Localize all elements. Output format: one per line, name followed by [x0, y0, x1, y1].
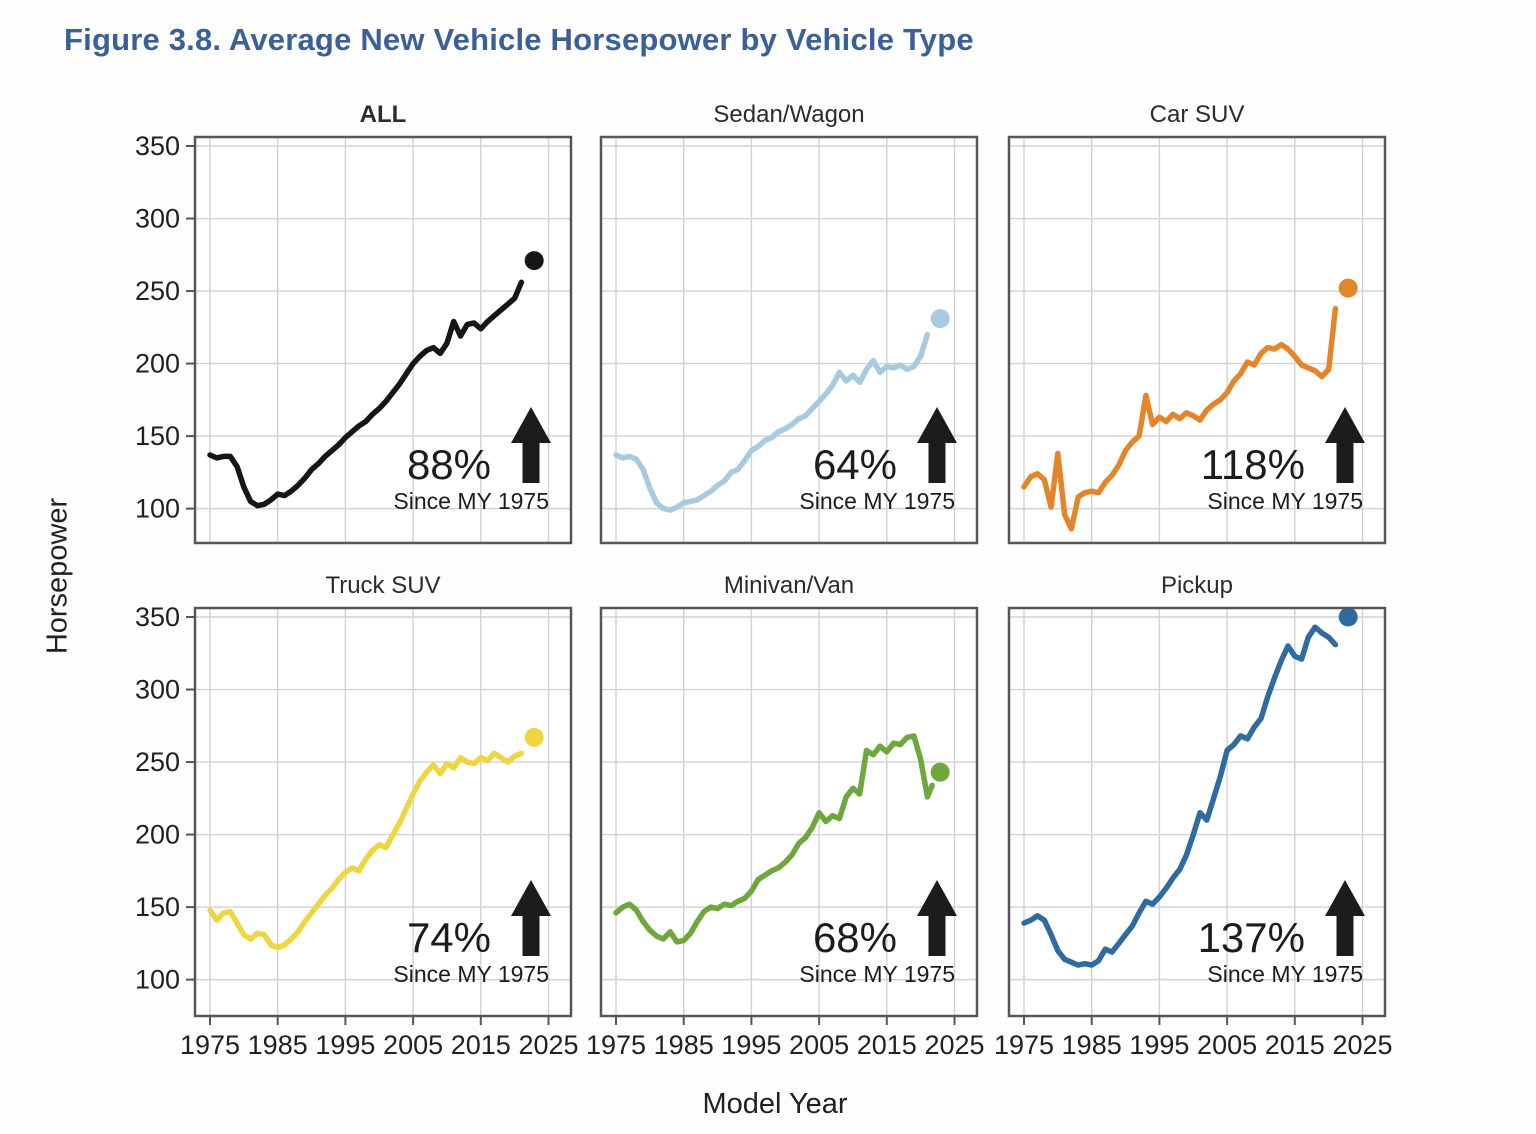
panel-background: [1009, 137, 1385, 543]
panel-title: Pickup: [1161, 572, 1233, 599]
percent-change-label: 68%: [813, 914, 897, 961]
projected-point: [930, 762, 950, 782]
x-tick-label: 1995: [1129, 1030, 1189, 1060]
y-tick-label: 150: [135, 421, 180, 451]
panel-background: [195, 137, 571, 543]
since-my1975-label: Since MY 1975: [1207, 488, 1363, 514]
x-tick-label: 1985: [1062, 1030, 1122, 1060]
up-arrow-icon: [1325, 407, 1365, 483]
y-tick-label: 350: [135, 602, 180, 632]
projected-point: [930, 309, 950, 329]
panel-background: [1009, 608, 1385, 1016]
y-tick-label: 200: [135, 349, 180, 379]
x-axis-label: Model Year: [702, 1088, 848, 1120]
since-my1975-label: Since MY 1975: [393, 488, 549, 514]
projected-point: [524, 251, 544, 271]
y-tick-label: 100: [135, 494, 180, 524]
y-tick-label: 100: [135, 965, 180, 995]
x-tick-label: 1995: [315, 1030, 375, 1060]
percent-change-label: 74%: [407, 914, 491, 961]
since-my1975-label: Since MY 1975: [393, 961, 549, 987]
panel-background: [195, 608, 571, 1016]
panel-title: Minivan/Van: [724, 572, 854, 599]
x-tick-label: 2015: [857, 1030, 917, 1060]
data-line: [1021, 305, 1339, 532]
data-line: [207, 279, 525, 509]
percent-change-label: 118%: [1201, 441, 1305, 488]
x-tick-label: 1985: [654, 1030, 714, 1060]
panel-title: Truck SUV: [325, 572, 440, 599]
y-tick-label: 150: [135, 892, 180, 922]
x-tick-label: 2005: [383, 1030, 443, 1060]
percent-change-label: 64%: [813, 441, 897, 488]
x-tick-label: 2005: [1197, 1030, 1257, 1060]
x-tick-label: 2025: [518, 1030, 578, 1060]
since-my1975-label: Since MY 1975: [799, 961, 955, 987]
data-line: [613, 331, 931, 513]
panel-title: ALL: [360, 101, 407, 128]
x-tick-label: 2015: [451, 1030, 511, 1060]
x-tick-label: 1975: [180, 1030, 240, 1060]
panel-border: [1007, 135, 1387, 545]
projected-point: [1338, 607, 1358, 627]
figure-title: Figure 3.8. Average New Vehicle Horsepow…: [64, 22, 974, 57]
x-tick-label: 2025: [924, 1030, 984, 1060]
y-tick-label: 300: [135, 204, 180, 234]
x-tick-label: 1975: [586, 1030, 646, 1060]
projected-point: [524, 727, 544, 747]
up-arrow-icon: [917, 880, 957, 956]
panel-background: [601, 608, 977, 1016]
percent-change-label: 88%: [407, 441, 491, 488]
x-tick-label: 2005: [789, 1030, 849, 1060]
percent-change-label: 137%: [1198, 914, 1305, 961]
y-tick-label: 200: [135, 820, 180, 850]
y-tick-label: 300: [135, 675, 180, 705]
data-line: [613, 733, 935, 945]
x-tick-label: 1985: [248, 1030, 308, 1060]
panel-title: Sedan/Wagon: [713, 101, 864, 128]
panel-title: Car SUV: [1150, 101, 1245, 128]
panel-border: [599, 135, 979, 545]
data-line: [1021, 624, 1339, 968]
x-tick-label: 2025: [1332, 1030, 1392, 1060]
x-tick-label: 2015: [1265, 1030, 1325, 1060]
x-tick-label: 1995: [721, 1030, 781, 1060]
y-tick-label: 250: [135, 276, 180, 306]
y-tick-label: 250: [135, 747, 180, 777]
up-arrow-icon: [511, 880, 551, 956]
up-arrow-icon: [917, 407, 957, 483]
up-arrow-icon: [1325, 880, 1365, 956]
panel-border: [193, 606, 573, 1018]
since-my1975-label: Since MY 1975: [799, 488, 955, 514]
x-tick-label: 1975: [994, 1030, 1054, 1060]
projected-point: [1338, 278, 1358, 298]
since-my1975-label: Since MY 1975: [1207, 961, 1363, 987]
panel-border: [193, 135, 573, 545]
panel-background: [601, 137, 977, 543]
y-tick-label: 350: [135, 131, 180, 161]
data-line: [207, 750, 525, 951]
up-arrow-icon: [511, 407, 551, 483]
panel-border: [1007, 606, 1387, 1018]
panel-border: [599, 606, 979, 1018]
